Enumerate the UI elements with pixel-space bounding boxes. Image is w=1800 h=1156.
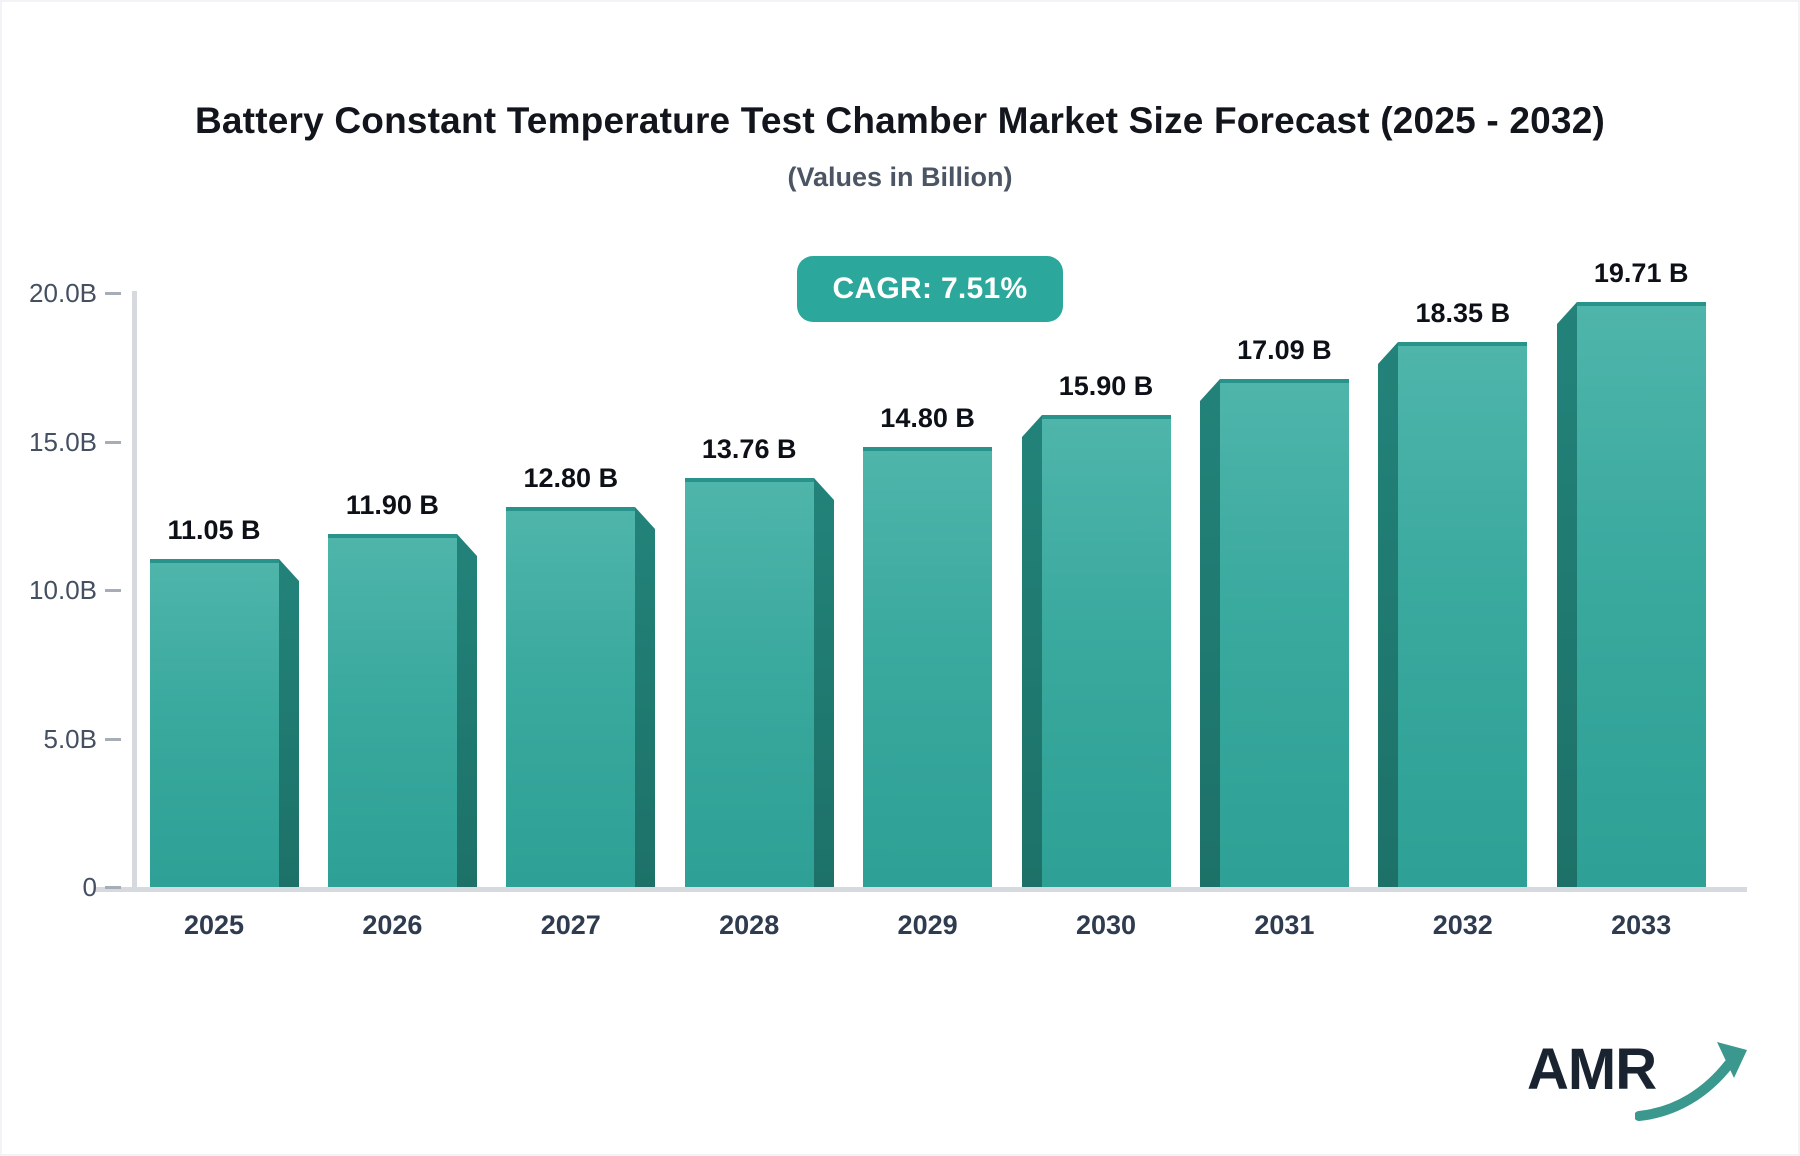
x-axis-label-2030: 2030	[1075, 910, 1137, 940]
bar-2025	[150, 559, 279, 887]
y-axis-line	[132, 291, 137, 892]
bar-3d-side	[1378, 342, 1398, 887]
y-axis-tick-label: 20.0B	[29, 278, 97, 308]
y-axis-tick-label: 0	[82, 872, 97, 902]
cagr-badge-label: CAGR: 7.51%	[832, 272, 1028, 305]
bar-2026	[328, 534, 457, 887]
x-axis-label-2026: 2026	[362, 910, 423, 940]
bar-value-label: 17.09 B	[1237, 335, 1332, 365]
chart-title: Battery Constant Temperature Test Chambe…	[194, 100, 1606, 141]
x-axis-label-2025: 2025	[183, 910, 245, 940]
growth-arrow-icon	[1635, 1042, 1747, 1121]
y-axis-tick	[105, 292, 121, 295]
x-axis-label-2032: 2032	[1432, 910, 1493, 940]
bar-value-label: 19.71 B	[1593, 258, 1689, 288]
bar-2032	[1398, 342, 1527, 887]
x-axis-label-2027: 2027	[540, 910, 601, 940]
y-axis-tick	[105, 589, 121, 592]
bar-3d-side	[635, 507, 655, 887]
y-axis-tick-label: 10.0B	[29, 575, 97, 605]
x-axis-label-2031: 2031	[1254, 910, 1315, 940]
chart-subtitle: (Values in Billion)	[787, 162, 1013, 192]
y-axis-tick-label: 5.0B	[43, 723, 98, 754]
bar-3d-side	[279, 559, 299, 887]
bar-3d-side	[1022, 415, 1042, 887]
y-axis-tick	[105, 737, 121, 741]
bar-2027	[506, 507, 635, 887]
cagr-badge: CAGR: 7.51%	[797, 256, 1063, 322]
bar-3d-side	[457, 534, 477, 887]
bar-value-label: 15.90 B	[1058, 371, 1154, 401]
bar-value-label: 13.76 B	[701, 434, 797, 464]
x-axis-label-2033: 2033	[1611, 910, 1672, 940]
bar-2033	[1577, 302, 1706, 887]
bar-value-label: 12.80 B	[523, 463, 619, 493]
bar-2031	[1220, 379, 1349, 887]
bar-2029	[863, 447, 992, 887]
bar-value-label: 11.05 B	[167, 515, 261, 545]
bar-value-label: 14.80 B	[880, 403, 975, 433]
bar-2028	[685, 478, 814, 887]
bar-value-label: 18.35 B	[1415, 298, 1511, 328]
y-axis-tick	[105, 886, 121, 889]
y-axis-tick	[105, 440, 121, 444]
y-axis-tick-label: 15.0B	[29, 426, 97, 457]
bar-3d-side	[814, 478, 834, 887]
bar-2030	[1042, 415, 1171, 887]
amr-logo: AMR	[1527, 1034, 1747, 1124]
bar-value-label: 11.90 B	[345, 490, 439, 520]
bar-3d-side	[1557, 302, 1577, 887]
x-axis-label-2028: 2028	[719, 910, 780, 940]
amr-logo-text: AMR	[1527, 1037, 1657, 1102]
bar-3d-side	[1200, 379, 1220, 887]
x-axis-label-2029: 2029	[897, 910, 958, 940]
x-axis-baseline	[95, 887, 1747, 892]
